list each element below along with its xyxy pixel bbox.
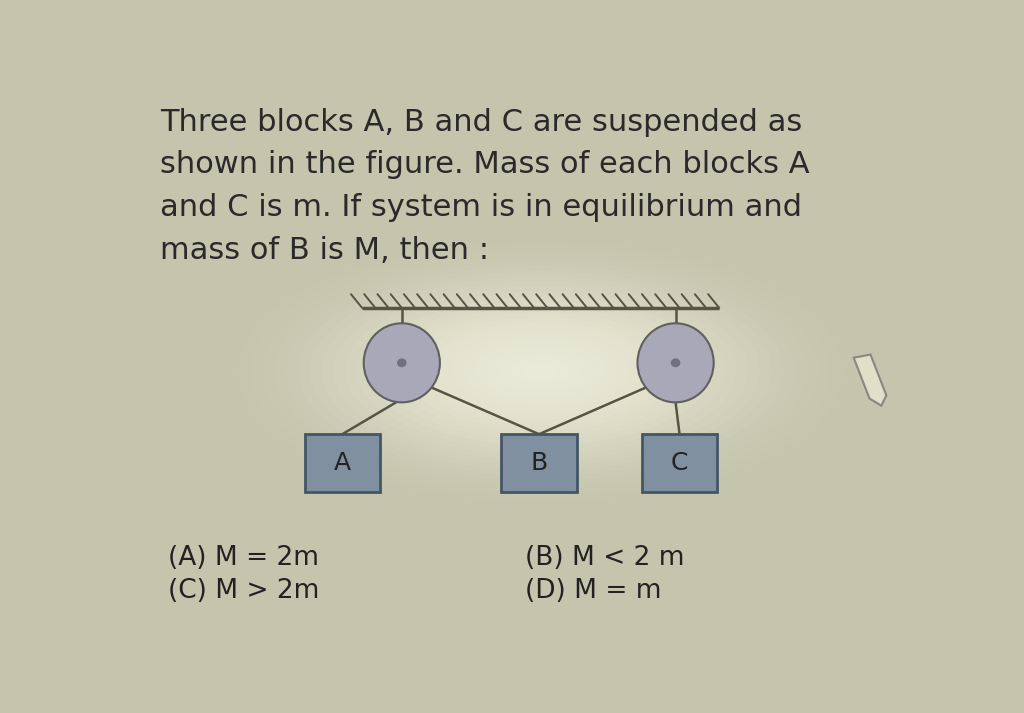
Text: (B) M < 2 m: (B) M < 2 m	[524, 545, 684, 571]
Ellipse shape	[397, 359, 407, 367]
Text: mass of B is M, then :: mass of B is M, then :	[160, 236, 488, 265]
Bar	[642, 434, 717, 492]
Text: B: B	[530, 451, 548, 475]
Ellipse shape	[364, 323, 440, 402]
Ellipse shape	[381, 302, 700, 440]
Ellipse shape	[309, 271, 772, 471]
Ellipse shape	[392, 307, 689, 435]
Text: and C is m. If system is in equilibrium and: and C is m. If system is in equilibrium …	[160, 193, 802, 222]
Ellipse shape	[475, 343, 606, 399]
Ellipse shape	[298, 266, 783, 476]
Ellipse shape	[522, 363, 559, 379]
Ellipse shape	[487, 348, 594, 394]
Bar	[502, 434, 577, 492]
Ellipse shape	[671, 359, 680, 367]
Ellipse shape	[428, 322, 653, 420]
Ellipse shape	[369, 297, 713, 446]
Text: (D) M = m: (D) M = m	[524, 578, 662, 605]
Ellipse shape	[511, 358, 570, 384]
Ellipse shape	[322, 277, 760, 466]
Text: (A) M = 2m: (A) M = 2m	[168, 545, 318, 571]
Text: Three blocks A, B and C are suspended as: Three blocks A, B and C are suspended as	[160, 108, 802, 136]
Text: shown in the figure. Mass of each blocks A: shown in the figure. Mass of each blocks…	[160, 150, 809, 180]
Ellipse shape	[464, 338, 617, 404]
Ellipse shape	[499, 353, 583, 389]
Ellipse shape	[345, 287, 736, 456]
Bar	[304, 434, 380, 492]
Text: A: A	[334, 451, 351, 475]
Ellipse shape	[535, 369, 547, 374]
Ellipse shape	[357, 292, 724, 451]
Ellipse shape	[404, 312, 677, 430]
Text: (C) M > 2m: (C) M > 2m	[168, 578, 319, 605]
Ellipse shape	[334, 282, 748, 461]
Ellipse shape	[416, 317, 666, 425]
Ellipse shape	[452, 332, 630, 409]
Ellipse shape	[638, 323, 714, 402]
Polygon shape	[854, 354, 887, 406]
Text: C: C	[671, 451, 688, 475]
Ellipse shape	[439, 327, 642, 415]
